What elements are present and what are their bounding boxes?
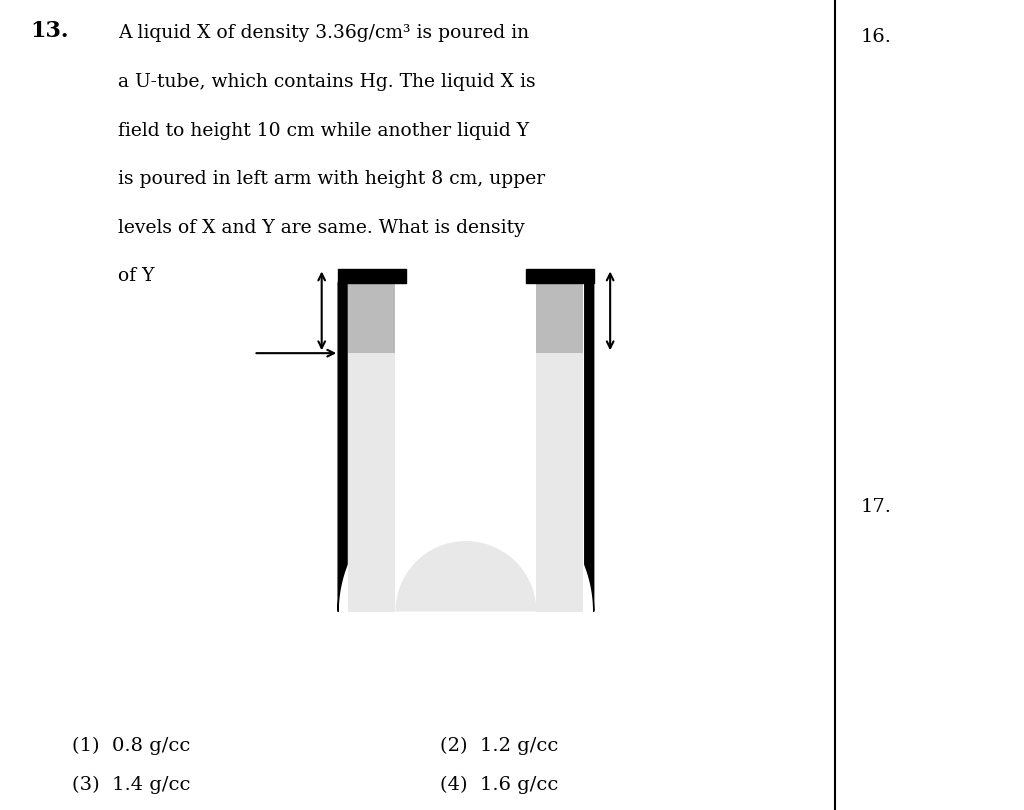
Text: of Y: of Y — [118, 267, 155, 285]
Text: (1)  0.8 g/cc: (1) 0.8 g/cc — [72, 737, 190, 756]
Text: (2)  1.2 g/cc: (2) 1.2 g/cc — [440, 737, 559, 756]
Polygon shape — [348, 283, 584, 612]
Bar — [537, 283, 584, 612]
Text: levels of X and Y are same. What is density: levels of X and Y are same. What is dens… — [118, 219, 524, 237]
Polygon shape — [338, 283, 594, 612]
Polygon shape — [348, 541, 584, 612]
Bar — [348, 283, 395, 612]
Text: 17.: 17. — [860, 498, 891, 516]
Text: a U-tube, which contains Hg. The liquid X is: a U-tube, which contains Hg. The liquid … — [118, 73, 536, 91]
Text: is poured in left arm with height 8 cm, upper: is poured in left arm with height 8 cm, … — [118, 170, 545, 188]
Text: (3)  1.4 g/cc: (3) 1.4 g/cc — [72, 776, 190, 795]
Text: A liquid X of density 3.36g/cm³ is poured in: A liquid X of density 3.36g/cm³ is poure… — [118, 24, 528, 42]
Bar — [537, 283, 584, 353]
Bar — [348, 283, 395, 353]
Text: 13.: 13. — [31, 20, 70, 42]
Text: field to height 10 cm while another liquid Y: field to height 10 cm while another liqu… — [118, 122, 528, 139]
Text: 16.: 16. — [860, 28, 891, 46]
Text: (4)  1.6 g/cc: (4) 1.6 g/cc — [440, 776, 559, 795]
